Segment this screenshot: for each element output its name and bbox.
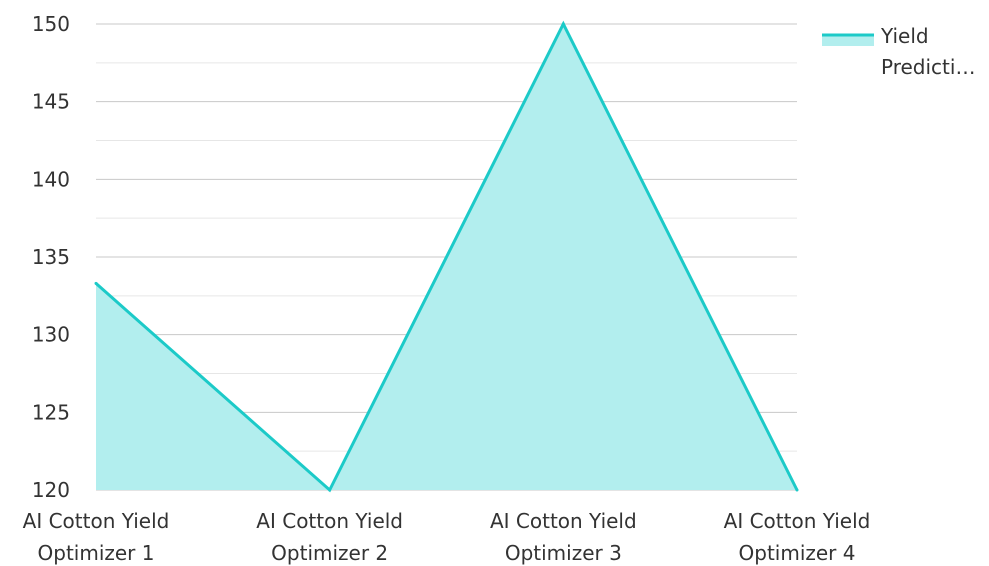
data-point-1[interactable] (94, 281, 98, 285)
x-tick-label: AI Cotton Yield Optimizer 3 (490, 509, 637, 565)
data-point-4[interactable] (795, 488, 799, 492)
series-line (95, 20, 799, 493)
x-tick-label-line: AI Cotton Yield (256, 509, 403, 533)
legend-swatch-fill (822, 35, 874, 46)
data-point-3[interactable] (561, 22, 565, 26)
x-tick-label: AI Cotton Yield Optimizer 2 (256, 509, 403, 565)
data-point-2[interactable] (328, 488, 332, 492)
y-axis-ticks: 120 125 130 135 140 145 150 (32, 12, 70, 502)
y-tick-label: 140 (32, 167, 70, 191)
x-tick-label: AI Cotton Yield Optimizer 4 (724, 509, 871, 565)
x-tick-label-line: Optimizer 4 (739, 541, 856, 565)
series-area-layer (94, 20, 799, 493)
x-tick-label-line: AI Cotton Yield (23, 509, 170, 533)
legend-item[interactable]: Yield Predicti… (822, 24, 975, 79)
legend[interactable]: Yield Predicti… (822, 24, 975, 79)
x-tick-label-line: AI Cotton Yield (490, 509, 637, 533)
x-tick-label-line: Optimizer 3 (505, 541, 622, 565)
y-tick-label: 120 (32, 478, 70, 502)
x-tick-label: AI Cotton Yield Optimizer 1 (23, 509, 170, 565)
y-tick-label: 135 (32, 245, 70, 269)
x-tick-label-line: Optimizer 2 (271, 541, 388, 565)
y-tick-label: 125 (32, 400, 70, 424)
x-tick-label-line: AI Cotton Yield (724, 509, 871, 533)
y-tick-label: 130 (32, 323, 70, 347)
y-tick-label: 150 (32, 12, 70, 36)
y-tick-label: 145 (32, 90, 70, 114)
legend-label: Yield (880, 24, 929, 48)
x-tick-label-line: Optimizer 1 (38, 541, 155, 565)
legend-label: Predicti… (881, 55, 975, 79)
